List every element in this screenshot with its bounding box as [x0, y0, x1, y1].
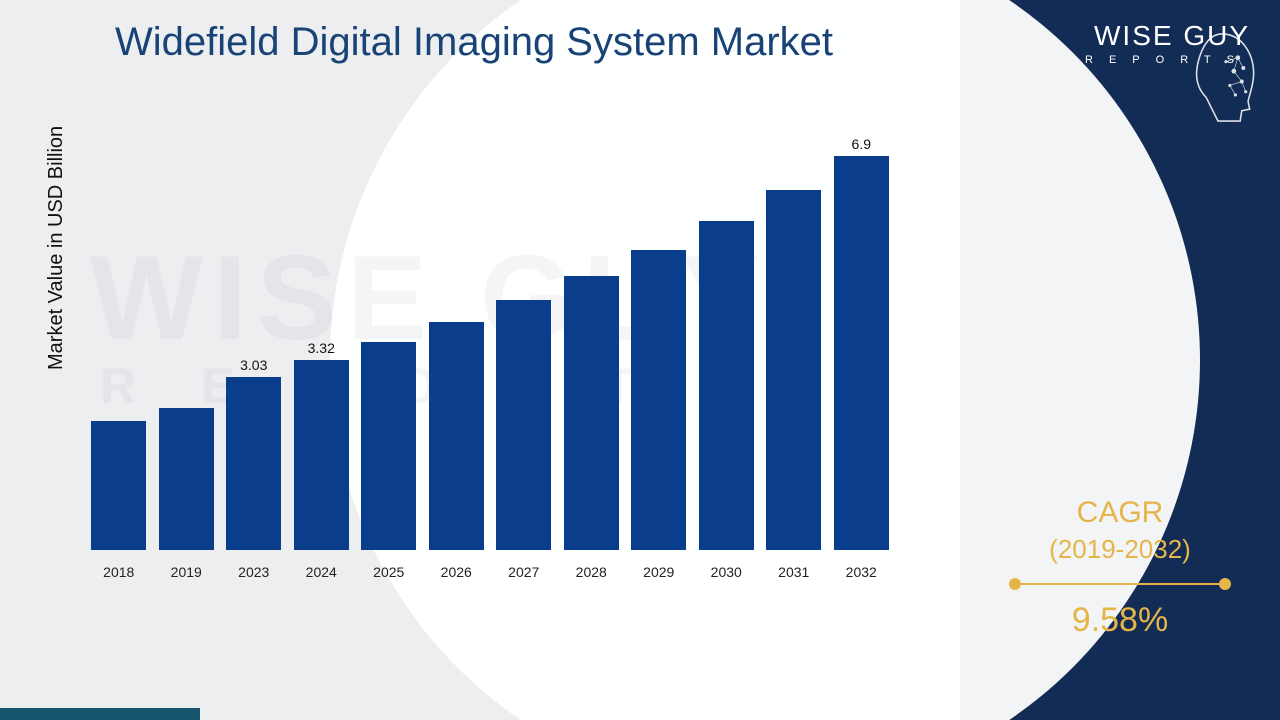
bar-slot [564, 256, 619, 550]
bar-slot [361, 322, 416, 550]
bar-slot [496, 280, 551, 550]
footer-accent [0, 708, 200, 720]
bar [294, 360, 349, 550]
bar-value-label: 3.03 [240, 357, 267, 373]
x-tick-label: 2025 [361, 564, 416, 580]
bar [361, 342, 416, 550]
infographic-canvas: WISE GUY REPORTS Widefield Digital Imagi… [0, 0, 1280, 720]
x-axis-labels: 2018 2019 2023 2024 2025 2026 2027 2028 2029 2030… [80, 564, 900, 580]
bar [496, 300, 551, 550]
x-tick-label: 2031 [766, 564, 821, 580]
bar-slot: 3.32 [294, 340, 349, 550]
bar-value-label: 3.32 [308, 340, 335, 356]
bar-chart: 3.033.326.9 2018201920232024202520262027… [80, 150, 900, 580]
cagr-value: 9.58% [990, 601, 1250, 640]
bar [564, 276, 619, 550]
x-tick-label: 2030 [699, 564, 754, 580]
head-icon [1178, 30, 1258, 125]
bar-slot [91, 401, 146, 550]
x-tick-label: 2032 [834, 564, 889, 580]
bar-value-label: 6.9 [852, 136, 871, 152]
bar-slot [699, 201, 754, 550]
y-axis-label: Market Value in USD Billion [45, 126, 68, 370]
bar-slot [429, 302, 484, 550]
bar [91, 421, 146, 550]
bar-slot: 3.03 [226, 357, 281, 550]
cagr-panel: CAGR (2019-2032) 9.58% [990, 496, 1250, 640]
bar [631, 250, 686, 550]
bar-slot: 6.9 [834, 136, 889, 550]
x-tick-label: 2018 [91, 564, 146, 580]
x-tick-label: 2026 [429, 564, 484, 580]
x-tick-label: 2029 [631, 564, 686, 580]
bar-slot [766, 170, 821, 550]
bar [699, 221, 754, 550]
bar [226, 377, 281, 550]
x-tick-label: 2019 [159, 564, 214, 580]
cagr-label: CAGR [990, 496, 1250, 530]
chart-title: Widefield Digital Imaging System Market [115, 20, 833, 64]
cagr-divider [1015, 583, 1225, 585]
cagr-range: (2019-2032) [990, 534, 1250, 565]
x-tick-label: 2023 [226, 564, 281, 580]
bar [429, 322, 484, 550]
x-tick-label: 2028 [564, 564, 619, 580]
bars-container: 3.033.326.9 [80, 150, 900, 550]
bar [159, 408, 214, 550]
x-tick-label: 2024 [294, 564, 349, 580]
bar-slot [159, 388, 214, 550]
bar [834, 156, 889, 550]
bar-slot [631, 230, 686, 550]
x-tick-label: 2027 [496, 564, 551, 580]
bar [766, 190, 821, 550]
